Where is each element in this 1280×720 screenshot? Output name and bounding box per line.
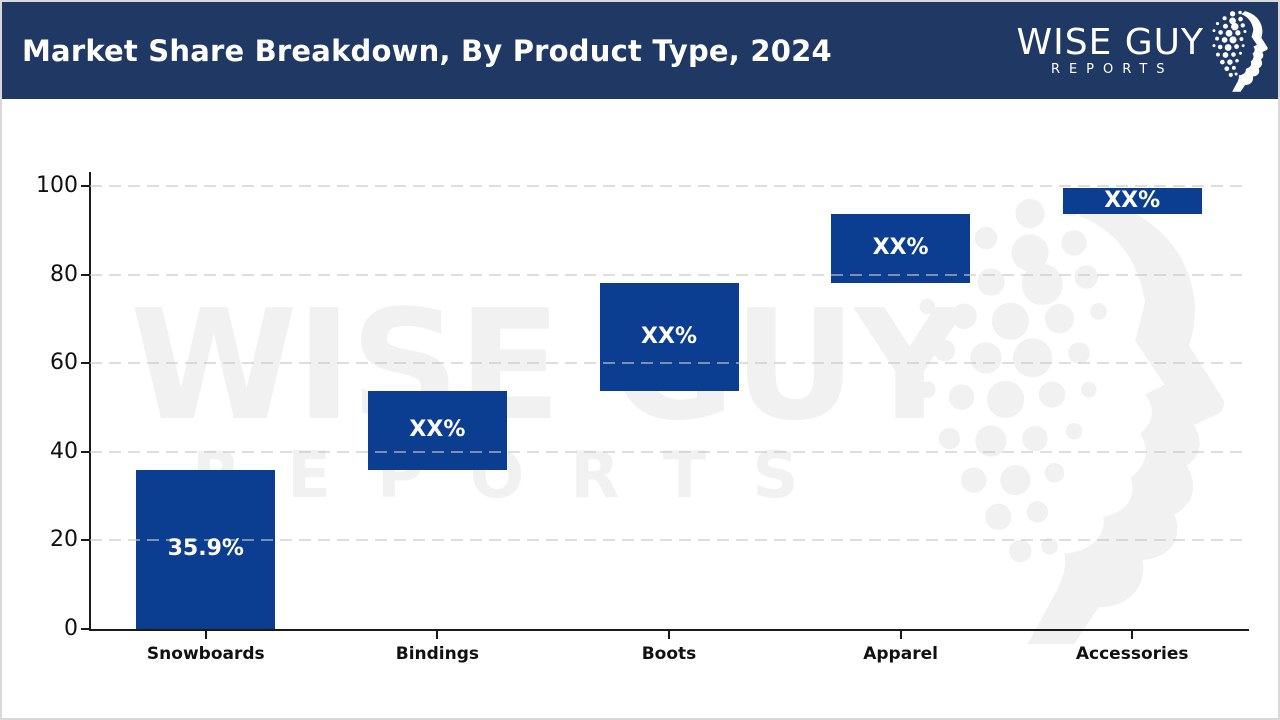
bar-value-label: 35.9% — [167, 536, 244, 562]
y-tick-label: 80 — [50, 261, 78, 287]
bar-value-label: XX% — [641, 323, 697, 349]
gridline — [90, 185, 1248, 187]
gridline — [90, 450, 1248, 453]
gridline — [90, 362, 1248, 365]
page-title: Market Share Breakdown, By Product Type,… — [22, 33, 832, 68]
bar-value-label: XX% — [872, 235, 929, 261]
y-tick-mark — [81, 628, 90, 630]
waterfall-bar — [831, 213, 971, 283]
brand-logo: WISE GUY REPORTS — [1017, 10, 1269, 92]
waterfall-bar — [367, 390, 507, 470]
gridline — [90, 273, 1248, 276]
y-axis-line — [89, 172, 91, 631]
x-category-label: Bindings — [395, 644, 480, 664]
waterfall-bar — [136, 469, 276, 629]
x-tick-mark — [899, 631, 902, 639]
x-tick-mark — [204, 631, 207, 639]
y-tick-mark — [81, 185, 90, 187]
waterfall-bar — [599, 282, 739, 391]
x-tick-mark — [436, 631, 439, 639]
y-tick-mark — [81, 539, 90, 542]
x-tick-mark — [1131, 631, 1134, 639]
y-tick-label: 40 — [50, 438, 78, 464]
bar-value-label: XX% — [409, 417, 466, 443]
x-category-label: Snowboards — [146, 644, 265, 664]
x-category-label: Accessories — [1075, 644, 1189, 664]
watermark-wordmark: WISE GUY — [130, 277, 965, 454]
wiseguy-head-logo-icon — [1212, 10, 1268, 92]
y-tick-label: 0 — [64, 616, 78, 641]
y-tick-label: 60 — [50, 350, 78, 376]
y-tick-label: 20 — [50, 527, 78, 553]
bar-value-label: XX% — [1104, 187, 1161, 213]
gridline — [90, 539, 1248, 542]
x-category-label: Apparel — [863, 644, 938, 664]
header-bar: Market Share Breakdown, By Product Type,… — [2, 2, 1278, 99]
y-tick-label: 100 — [36, 173, 78, 198]
waterfall-bar — [1062, 187, 1202, 214]
logo-wordmark-line2: REPORTS — [1050, 62, 1174, 78]
x-tick-mark — [668, 631, 670, 639]
y-tick-mark — [81, 450, 90, 453]
y-tick-mark — [81, 362, 90, 365]
x-axis-line — [89, 629, 1249, 631]
y-tick-mark — [81, 273, 90, 276]
x-category-label: Boots — [641, 644, 697, 664]
logo-wordmark: WISE GUY REPORTS — [1016, 21, 1205, 78]
logo-wordmark-line1: WISE GUY — [1016, 21, 1204, 63]
